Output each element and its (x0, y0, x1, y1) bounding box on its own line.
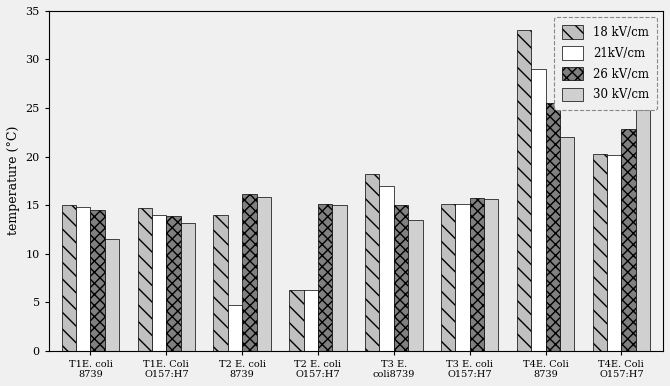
Bar (181, 223, 195, 350)
Bar (592, 154, 607, 350)
Bar (394, 205, 408, 350)
Bar (289, 290, 304, 350)
Bar (62, 205, 76, 350)
Bar (455, 204, 470, 350)
Bar (213, 215, 228, 350)
Bar (137, 208, 152, 350)
Bar (408, 220, 423, 350)
Bar (607, 154, 621, 350)
Bar (90, 210, 105, 350)
Bar (166, 216, 181, 350)
Bar (332, 205, 347, 350)
Bar (560, 137, 574, 350)
Bar (318, 204, 332, 350)
Bar (76, 207, 90, 350)
Bar (379, 186, 394, 350)
Bar (621, 129, 636, 350)
Y-axis label: temperature (°C): temperature (°C) (7, 126, 20, 235)
Bar (242, 195, 257, 350)
Bar (365, 174, 379, 350)
Bar (441, 204, 455, 350)
Bar (517, 30, 531, 350)
Bar (304, 290, 318, 350)
Bar (636, 110, 650, 350)
Bar (484, 199, 498, 350)
Bar (531, 69, 545, 350)
Bar (105, 239, 119, 350)
Bar (470, 198, 484, 350)
Bar (152, 215, 166, 350)
Bar (257, 197, 271, 350)
Bar (228, 305, 242, 350)
Bar (545, 103, 560, 350)
Legend: 18 kV/cm, 21kV/cm, 26 kV/cm, 30 kV/cm: 18 kV/cm, 21kV/cm, 26 kV/cm, 30 kV/cm (554, 17, 657, 110)
